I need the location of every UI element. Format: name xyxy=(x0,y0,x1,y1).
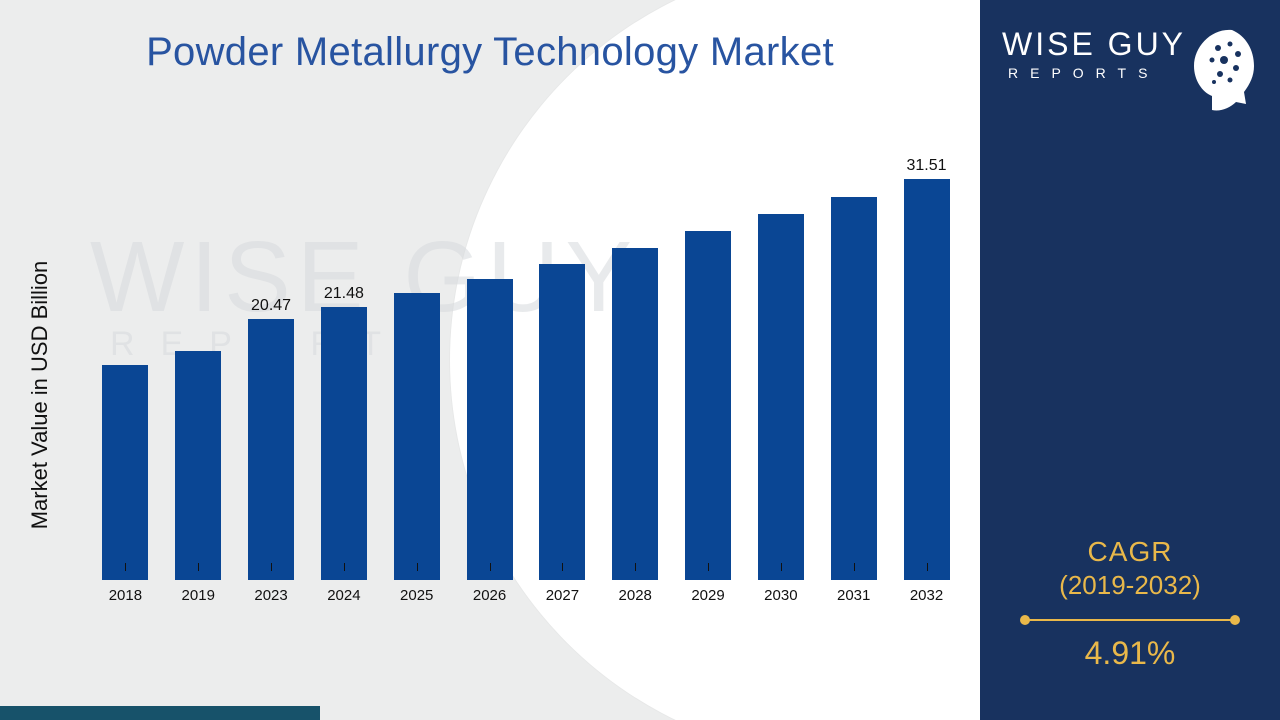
x-tick: 2019 xyxy=(173,587,224,604)
bar xyxy=(612,248,658,580)
x-tick: 2029 xyxy=(683,587,734,604)
bar xyxy=(685,231,731,580)
cagr-divider xyxy=(1025,619,1235,621)
bar-2032: 31.51 xyxy=(901,160,952,580)
bar-2029 xyxy=(683,160,734,580)
bar xyxy=(831,197,877,580)
bars-container: 20.47 21.48 31.51 xyxy=(98,160,958,580)
x-tick: 2027 xyxy=(537,587,588,604)
bar xyxy=(321,307,367,580)
page-title: Powder Metallurgy Technology Market xyxy=(0,30,980,75)
bar xyxy=(539,264,585,580)
bar-2018 xyxy=(100,160,151,580)
bar xyxy=(175,351,221,580)
bar-2026 xyxy=(464,160,515,580)
x-tick: 2025 xyxy=(391,587,442,604)
bar-2031 xyxy=(828,160,879,580)
x-tick: 2032 xyxy=(901,587,952,604)
bar-value-label: 21.48 xyxy=(324,285,364,303)
bar-2019 xyxy=(173,160,224,580)
bar xyxy=(904,179,950,580)
bar-value-label: 20.47 xyxy=(251,297,291,315)
x-tick: 2031 xyxy=(828,587,879,604)
bar-2027 xyxy=(537,160,588,580)
x-tick: 2030 xyxy=(755,587,806,604)
x-tick: 2018 xyxy=(100,587,151,604)
bar xyxy=(394,293,440,580)
bar-2025 xyxy=(391,160,442,580)
x-tick: 2026 xyxy=(464,587,515,604)
brand-logo: WISE GUY REPORTS xyxy=(1002,26,1258,126)
bar xyxy=(102,365,148,580)
x-tick: 2024 xyxy=(318,587,369,604)
head-profile-icon xyxy=(1184,26,1258,114)
bar xyxy=(758,214,804,580)
cagr-label: CAGR xyxy=(1014,536,1246,568)
bar-value-label: 31.51 xyxy=(906,157,946,175)
x-ticks: 2018 2019 2023 2024 2025 2026 2027 2028 2029 2030… xyxy=(98,587,958,604)
bar xyxy=(467,279,513,580)
bar-2028 xyxy=(610,160,661,580)
bar-2030 xyxy=(755,160,806,580)
bottom-strip xyxy=(0,706,320,720)
bar-2024: 21.48 xyxy=(318,160,369,580)
cagr-years: (2019-2032) xyxy=(1014,570,1246,601)
y-axis-label: Market Value in USD Billion xyxy=(27,261,53,530)
cagr-value: 4.91% xyxy=(1014,635,1246,672)
bar xyxy=(248,319,294,580)
stage: WISE GUY REPORTS Powder Metallurgy Techn… xyxy=(0,0,1280,720)
x-tick: 2023 xyxy=(246,587,297,604)
bar-2023: 20.47 xyxy=(246,160,297,580)
cagr-block: CAGR (2019-2032) 4.91% xyxy=(1014,536,1246,672)
bar-chart: Market Value in USD Billion 20.4721.4831… xyxy=(58,160,958,630)
plot-area: 20.47 21.48 31.51 xyxy=(98,160,958,580)
x-tick: 2028 xyxy=(610,587,661,604)
